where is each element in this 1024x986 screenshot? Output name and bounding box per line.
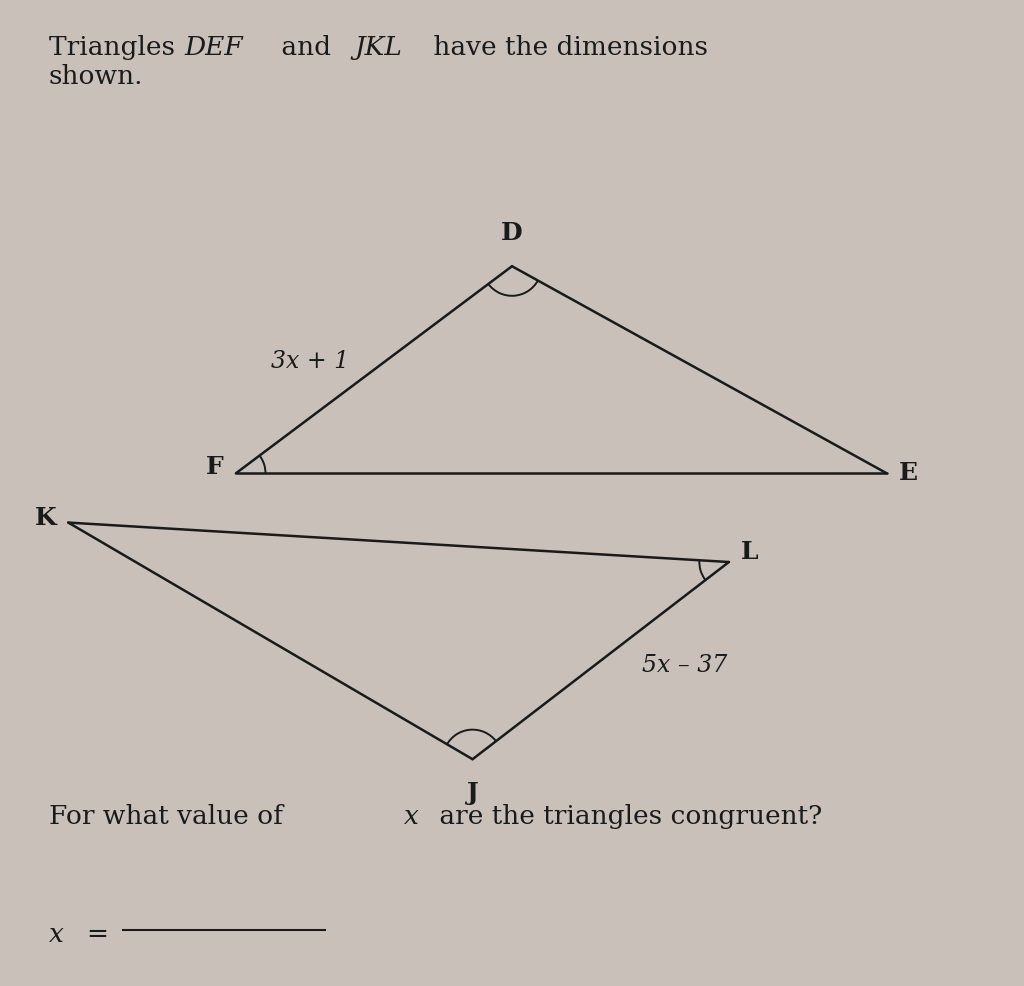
Text: JKL: JKL [354, 35, 402, 59]
Text: Triangles: Triangles [48, 35, 183, 59]
Text: D: D [501, 221, 523, 245]
Text: x: x [48, 922, 63, 947]
Text: E: E [898, 461, 918, 485]
Text: K: K [35, 506, 56, 529]
Text: F: F [207, 456, 224, 479]
Text: 5x – 37: 5x – 37 [642, 654, 727, 677]
Text: DEF: DEF [184, 35, 244, 59]
Text: are the triangles congruent?: are the triangles congruent? [431, 804, 822, 828]
Text: For what value of: For what value of [48, 804, 291, 828]
Text: J: J [467, 781, 478, 805]
Text: L: L [740, 540, 758, 564]
Text: and: and [273, 35, 340, 59]
Text: x: x [403, 804, 419, 828]
Text: 3x + 1: 3x + 1 [270, 350, 349, 374]
Text: have the dimensions: have the dimensions [425, 35, 709, 59]
Text: =: = [86, 922, 109, 947]
Text: shown.: shown. [48, 64, 143, 89]
